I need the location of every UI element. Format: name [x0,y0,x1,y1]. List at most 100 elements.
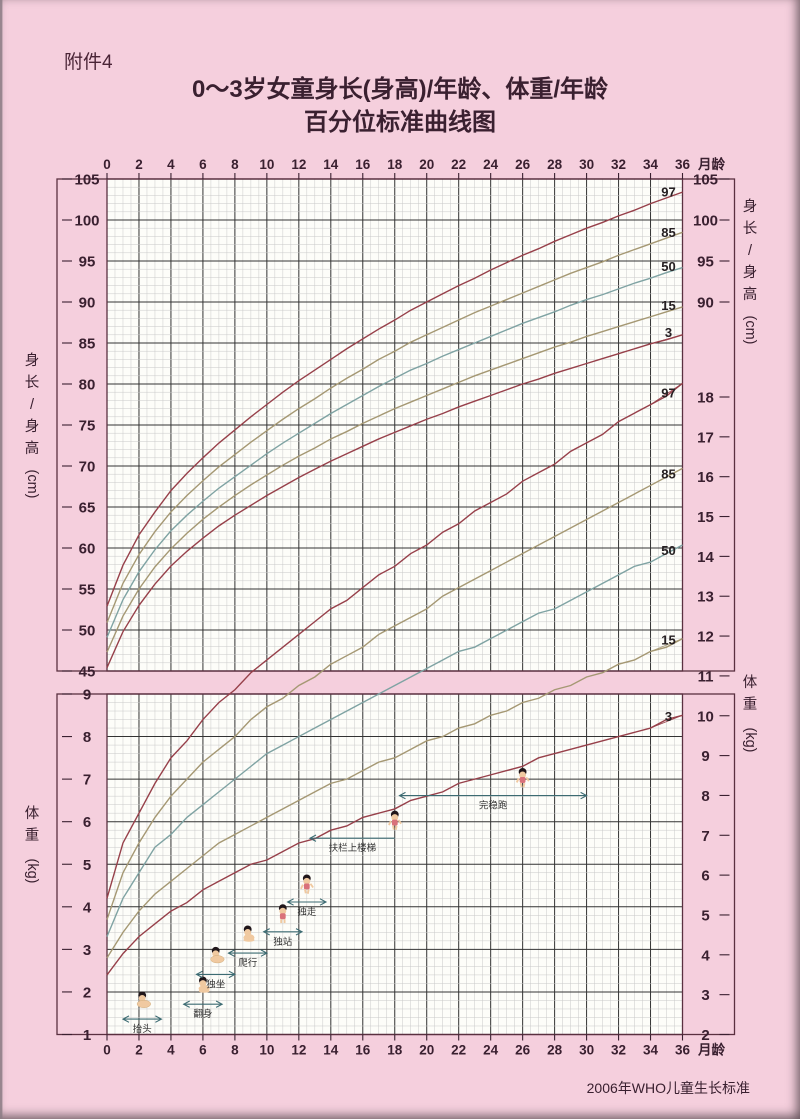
svg-text:97: 97 [661,185,675,200]
svg-text:8: 8 [701,788,709,805]
svg-text:4: 4 [83,899,92,916]
svg-text:36: 36 [675,157,691,172]
svg-text:抬头: 抬头 [133,1023,152,1035]
svg-text:10: 10 [259,157,274,172]
svg-text:97: 97 [661,386,675,401]
svg-text:10: 10 [697,708,714,725]
svg-text:12: 12 [697,629,714,646]
svg-text:15: 15 [697,509,714,526]
svg-text:3: 3 [701,987,709,1004]
svg-text:36: 36 [675,1043,691,1058]
svg-text:7: 7 [83,772,91,789]
svg-text:15: 15 [661,298,675,313]
svg-text:34: 34 [643,157,659,172]
svg-text:12: 12 [291,1043,306,1058]
svg-text:4: 4 [167,1043,175,1058]
svg-text:18: 18 [697,390,714,407]
svg-text:爬行: 爬行 [238,957,258,969]
svg-text:完稳跑: 完稳跑 [479,800,508,812]
svg-text:90: 90 [697,295,714,312]
svg-text:32: 32 [611,1043,626,1058]
svg-text:95: 95 [79,254,96,271]
svg-text:20: 20 [419,1043,434,1058]
svg-text:28: 28 [547,1043,563,1058]
svg-text:8: 8 [231,1043,239,1058]
svg-text:3: 3 [665,325,672,340]
svg-text:80: 80 [79,377,96,394]
svg-text:5: 5 [83,857,91,874]
svg-text:32: 32 [611,157,626,172]
svg-text:月龄: 月龄 [697,156,726,172]
svg-text:95: 95 [697,254,714,271]
svg-text:75: 75 [79,418,96,435]
svg-text:0: 0 [103,1043,111,1058]
svg-text:3: 3 [665,709,672,724]
svg-text:9: 9 [83,687,91,704]
svg-text:3: 3 [83,942,91,959]
svg-text:30: 30 [579,1043,594,1058]
svg-text:100: 100 [74,213,99,230]
svg-text:26: 26 [515,157,531,172]
svg-text:18: 18 [387,157,403,172]
svg-text:26: 26 [515,1043,531,1058]
svg-text:28: 28 [547,157,563,172]
svg-text:105: 105 [693,172,718,189]
svg-text:22: 22 [451,1043,466,1058]
svg-text:55: 55 [79,582,96,599]
svg-text:100: 100 [693,213,718,230]
svg-text:5: 5 [701,907,709,924]
svg-text:85: 85 [79,336,96,353]
svg-text:2: 2 [135,1043,143,1058]
svg-text:14: 14 [323,1043,339,1058]
svg-text:6: 6 [199,1043,207,1058]
svg-text:扶栏上楼梯: 扶栏上楼梯 [329,842,377,854]
svg-text:15: 15 [661,632,675,647]
svg-text:85: 85 [661,225,675,240]
svg-text:24: 24 [483,157,499,172]
svg-text:60: 60 [79,541,96,558]
svg-text:4: 4 [167,157,175,172]
svg-text:50: 50 [79,623,96,640]
svg-text:翻身: 翻身 [193,1008,212,1020]
svg-text:14: 14 [697,549,714,566]
svg-text:7: 7 [701,828,709,845]
svg-text:22: 22 [451,157,466,172]
svg-text:2: 2 [135,157,143,172]
svg-text:10: 10 [259,1043,274,1058]
svg-text:14: 14 [323,157,339,172]
svg-text:2: 2 [83,984,91,1001]
svg-text:2: 2 [701,1027,709,1044]
svg-text:0: 0 [103,157,111,172]
svg-text:18: 18 [387,1043,403,1058]
svg-text:50: 50 [661,259,675,274]
svg-text:1: 1 [83,1027,91,1044]
svg-text:8: 8 [83,729,91,746]
svg-text:8: 8 [231,157,239,172]
svg-text:34: 34 [643,1043,659,1058]
svg-text:11: 11 [698,668,714,685]
svg-text:16: 16 [355,157,371,172]
svg-text:13: 13 [697,589,714,606]
svg-text:9: 9 [701,748,709,765]
svg-text:独站: 独站 [273,936,293,948]
svg-text:85: 85 [661,466,675,481]
svg-text:6: 6 [199,157,207,172]
svg-text:45: 45 [79,664,96,681]
svg-text:独走: 独走 [297,906,317,918]
svg-text:70: 70 [79,459,96,476]
svg-text:65: 65 [79,500,96,517]
svg-text:4: 4 [701,947,710,964]
svg-text:16: 16 [355,1043,371,1058]
svg-text:17: 17 [697,429,714,446]
svg-text:30: 30 [579,157,594,172]
svg-text:20: 20 [419,157,434,172]
svg-text:6: 6 [83,814,91,831]
svg-text:12: 12 [291,157,306,172]
svg-text:50: 50 [661,543,675,558]
svg-text:6: 6 [701,868,709,885]
svg-text:90: 90 [79,295,96,312]
svg-text:105: 105 [74,172,99,189]
svg-text:24: 24 [483,1043,499,1058]
svg-text:16: 16 [697,469,714,486]
svg-text:独坐: 独坐 [206,978,226,990]
